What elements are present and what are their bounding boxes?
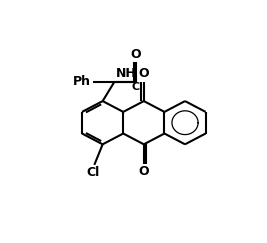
Text: C: C [132,82,140,92]
Text: O: O [131,48,141,61]
Text: O: O [139,67,149,80]
Text: NH: NH [116,67,137,80]
Text: Ph: Ph [73,75,91,88]
Text: O: O [139,165,149,178]
Text: Cl: Cl [87,166,100,179]
